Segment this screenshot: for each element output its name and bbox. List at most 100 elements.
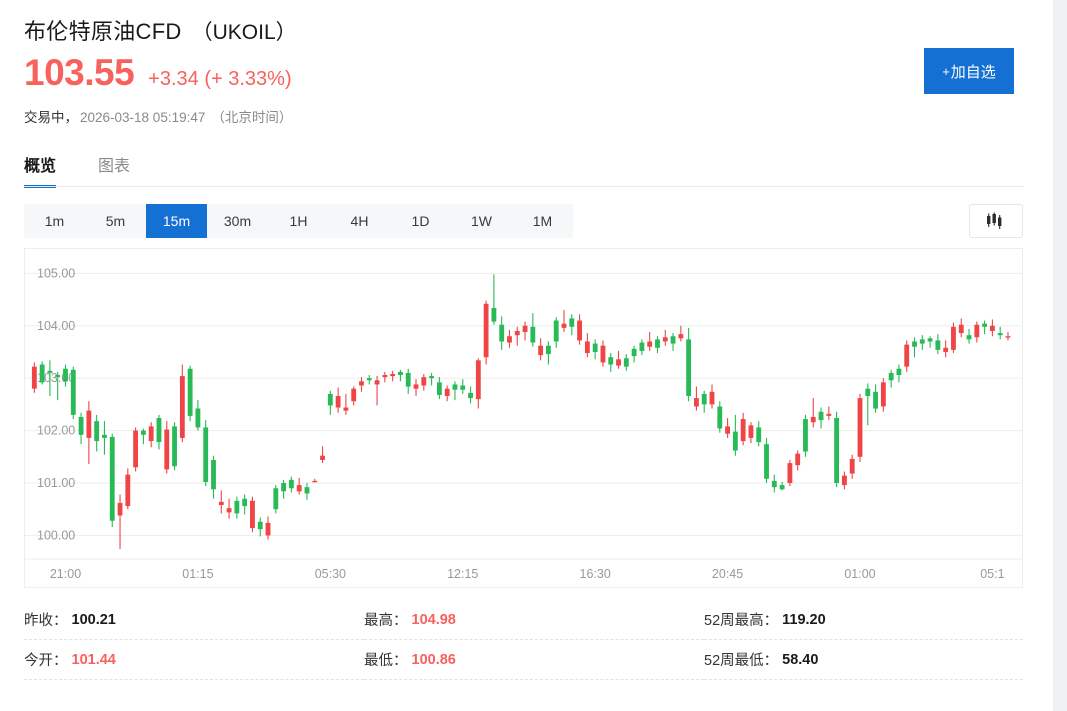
candle-body [468,392,473,399]
candlestick-icon [987,212,1002,229]
current-price: 103.55 [24,52,135,93]
candle-body [647,341,653,347]
stat-value: 104.98 [411,611,456,628]
candle-body [927,338,933,342]
x-axis-label: 01:00 [844,567,875,581]
stat-label: 52周最高： [704,613,779,629]
candle-body [732,431,738,451]
candle-body [740,419,746,442]
candle-body [429,376,435,379]
x-axis-label: 20:45 [712,567,743,581]
candle-body [109,436,115,521]
candle-body [694,398,699,407]
candle-body [31,366,37,389]
stat-row: 最低： 100.86 [364,640,704,680]
stat-value: 100.86 [411,651,456,668]
candle-body [390,373,396,377]
y-axis-label: 104.00 [37,319,75,333]
candle-body [616,359,621,366]
candle-body [117,502,123,516]
candle-body [771,480,777,488]
stat-label: 最高： [364,613,408,629]
candle-body [296,485,302,492]
chart-type-button[interactable] [969,204,1023,238]
price-block: 103.55 +3.34 (+ 3.33%) [24,52,292,94]
candle-body [686,339,692,396]
candle-body [803,419,808,452]
timeframe-1M[interactable]: 1M [532,213,553,229]
timeframe-1m[interactable]: 1m [44,213,65,229]
timeframe-selector: 1m 5m 15m 30m 1H 4H 1D 1W 1M [24,204,573,238]
candle-body [125,474,131,507]
candle-body [366,378,372,381]
candle-body [133,430,139,468]
candle-body [561,323,567,328]
candle-body [639,342,645,351]
candle-body [818,411,824,421]
stat-row: 52周最高： 119.20 [704,600,1023,640]
stat-column-1: 昨收： 100.21 今开： 101.44 [24,600,364,680]
stat-value: 101.44 [71,651,116,668]
candle-body [670,336,676,344]
timeframe-1W[interactable]: 1W [471,213,492,229]
candle-body [343,407,349,411]
candle-body [164,429,170,470]
timeframe-1H[interactable]: 1H [289,213,308,229]
candle-body [522,325,528,333]
tab-overview[interactable]: 概览 [24,152,57,188]
timeframe-4H[interactable]: 4H [350,213,369,229]
candle-body [413,384,419,389]
timeframe-15m[interactable]: 15m [146,204,207,238]
candle-body [826,413,832,416]
quote-timestamp: 2026-03-18 05:19:47 [80,110,206,125]
stat-label: 昨收： [24,613,68,629]
stat-row: 今开： 101.44 [24,640,364,680]
candle-body [140,430,146,435]
candle-body [725,426,730,434]
candle-body [756,427,762,443]
candle-body [717,406,723,429]
candle-body [102,434,107,438]
candle-body [592,343,598,352]
candle-body [974,324,980,338]
candle-body [327,393,333,406]
candle-body [148,426,154,442]
candle-body [608,357,614,365]
candle-body [584,341,590,354]
instrument-code: （UKOIL） [191,21,297,44]
candle-body [507,336,512,343]
x-axis-label: 16:30 [580,567,611,581]
tab-charts[interactable]: 图表 [98,158,131,175]
x-axis-label: 21:00 [50,567,81,581]
candle-body [47,370,53,373]
candle-body [810,416,816,423]
y-axis-label: 101.00 [37,476,75,490]
candle-body [904,344,910,367]
add-watchlist-button[interactable]: + 加自选 [924,48,1014,94]
candle-body [156,418,162,443]
candle-body [787,463,793,483]
candle-body [374,380,380,385]
stat-label: 52周最低： [704,653,779,669]
candle-body [359,381,364,386]
timeframe-5m[interactable]: 5m [105,213,126,229]
candle-body [436,382,442,395]
candle-body [226,508,232,513]
candle-body [491,307,497,322]
timeframe-1D[interactable]: 1D [411,213,430,229]
candle-body [499,324,505,342]
candle-body [709,391,715,405]
instrument-title: 布伦特原油CFD （UKOIL） [24,14,297,46]
stat-value: 100.21 [71,611,116,628]
candle-body [250,500,255,529]
candle-body [444,388,450,396]
timeframe-30m[interactable]: 30m [223,213,252,229]
stat-value: 119.20 [782,611,826,628]
candle-body [172,426,177,467]
x-axis-label: 05:30 [315,567,346,581]
candle-body [351,388,357,402]
add-watchlist-label: 加自选 [950,63,996,81]
price-chart[interactable]: 105.00 104.00 103.00 102.00 101.00 100.00 21:0… [24,248,1023,588]
